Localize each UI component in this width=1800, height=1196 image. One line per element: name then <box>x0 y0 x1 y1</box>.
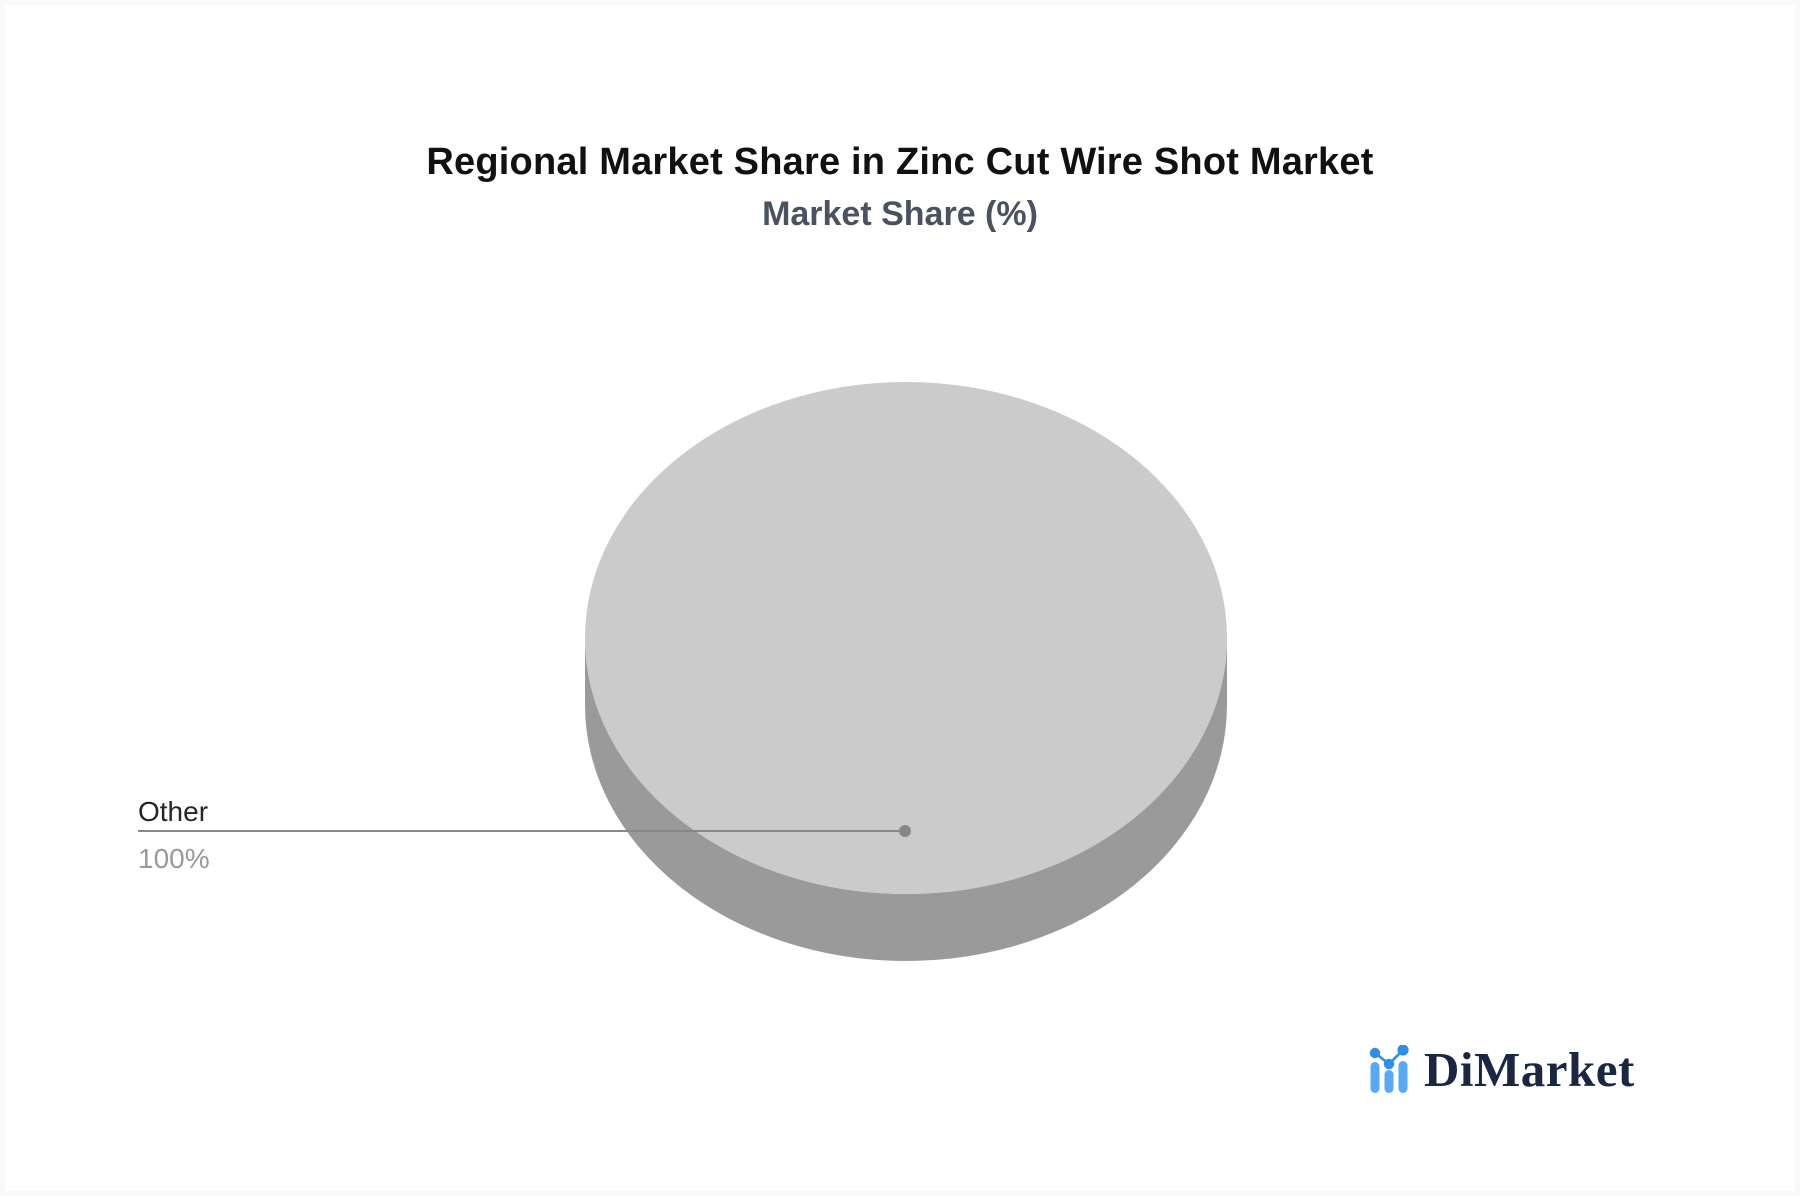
dimarket-logo: DiMarket <box>1369 1045 1635 1094</box>
slice-annotation-other: Other 100% <box>138 796 210 875</box>
leader-dot <box>899 825 911 837</box>
chart-title: Regional Market Share in Zinc Cut Wire S… <box>426 141 1374 183</box>
pie-chart <box>138 382 1227 961</box>
chart-subtitle: Market Share (%) <box>762 195 1038 233</box>
slice-value-text: 100% <box>138 843 210 874</box>
pie-slice-other <box>585 382 1227 894</box>
bar-line-chart-logo-icon <box>1369 1045 1409 1093</box>
logo-text: DiMarket <box>1424 1042 1635 1097</box>
slice-label-text: Other <box>138 796 209 827</box>
pie-slice-side <box>585 638 1227 961</box>
